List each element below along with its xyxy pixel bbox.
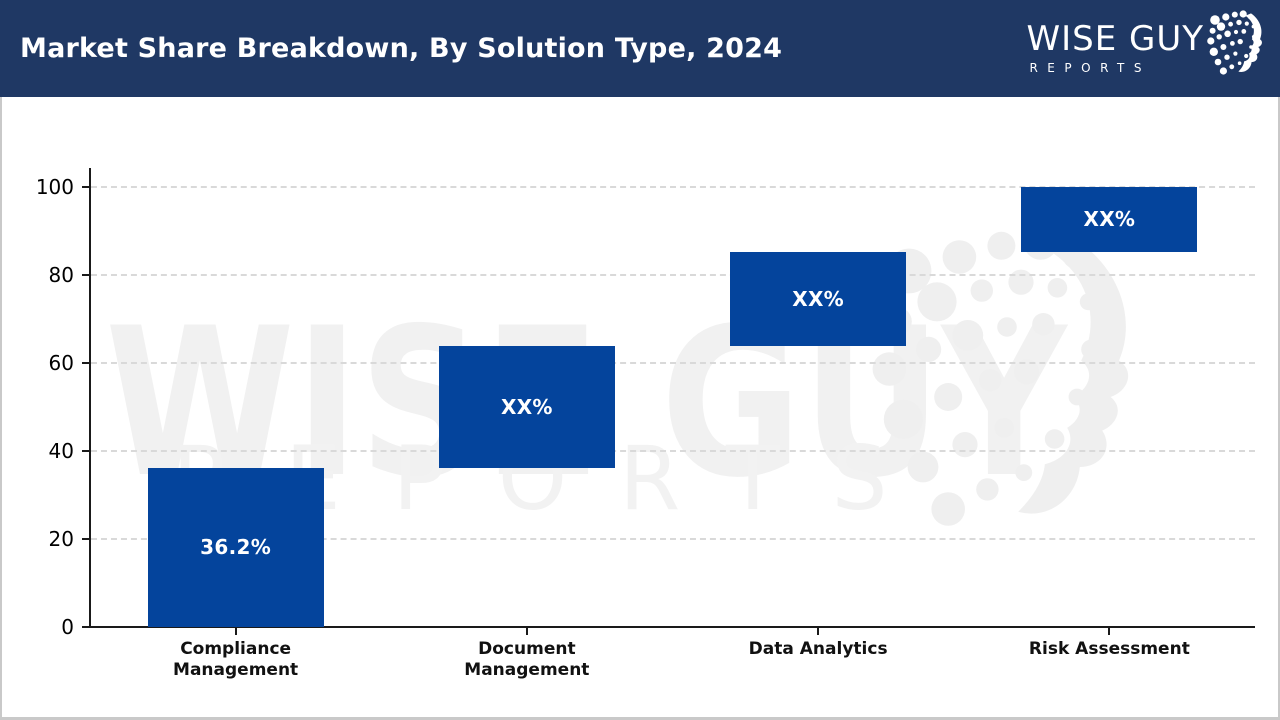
- category-label-line: Compliance: [180, 639, 292, 659]
- y-tick-label-60: 60: [48, 350, 74, 375]
- y-tick-40: [82, 449, 89, 452]
- y-tick-20: [82, 537, 89, 540]
- chart-canvas: WISE GUY REPORTS 0 20 40 60 80 100 36.2% XX% XX%…: [0, 97, 1280, 720]
- x-tick-risk-assessment: [1108, 628, 1111, 635]
- x-axis-line: [89, 626, 1255, 628]
- wiseguy-logo-text: WISE GUY REPORTS: [1026, 20, 1204, 75]
- gridline-40: [91, 449, 1255, 452]
- bar-document-management: XX%: [438, 345, 615, 468]
- y-tick-label-20: 20: [48, 526, 74, 551]
- y-tick-label-100: 100: [35, 174, 74, 199]
- category-label-line: Management: [173, 660, 299, 680]
- y-tick-label-80: 80: [48, 262, 74, 287]
- gridline-80: [91, 273, 1255, 276]
- category-label-risk-assessment: Risk Assessment: [989, 639, 1229, 660]
- header-bar: Market Share Breakdown, By Solution Type…: [0, 0, 1280, 97]
- gridline-60: [91, 361, 1255, 364]
- y-tick-0: [82, 626, 89, 628]
- page-title: Market Share Breakdown, By Solution Type…: [20, 33, 783, 64]
- bar-value-label-document-management: XX%: [500, 394, 553, 419]
- category-label-line: Management: [464, 660, 590, 680]
- x-tick-document-management: [525, 628, 528, 635]
- gridline-100: [91, 185, 1255, 188]
- bar-value-label-compliance-management: 36.2%: [200, 535, 272, 560]
- bar-value-label-data-analytics: XX%: [792, 287, 845, 312]
- gridline-20: [91, 537, 1255, 540]
- x-tick-compliance-management: [234, 628, 237, 635]
- bar-risk-assessment: XX%: [1021, 186, 1198, 253]
- y-tick-60: [82, 361, 89, 364]
- bar-compliance-management: 36.2%: [147, 467, 324, 627]
- bar-data-analytics: XX%: [730, 252, 907, 346]
- logo-subtitle: REPORTS: [1029, 60, 1151, 75]
- category-label-compliance-management: Compliance Management: [116, 639, 356, 681]
- category-label-line: Document: [478, 639, 576, 659]
- y-tick-label-40: 40: [48, 438, 74, 463]
- y-tick-80: [82, 273, 89, 276]
- logo-wordmark: WISE GUY: [1026, 18, 1204, 59]
- category-label-line: Data Analytics: [748, 639, 888, 659]
- bar-value-label-risk-assessment: XX%: [1083, 207, 1136, 232]
- y-axis-line: [89, 168, 91, 628]
- category-label-data-analytics: Data Analytics: [698, 639, 938, 660]
- y-tick-100: [82, 185, 89, 188]
- category-label-document-management: Document Management: [407, 639, 647, 681]
- x-tick-data-analytics: [817, 628, 820, 635]
- category-label-line: Risk Assessment: [1028, 639, 1190, 659]
- y-tick-label-0: 0: [61, 615, 74, 639]
- wiseguy-logo: WISE GUY REPORTS: [1026, 8, 1266, 86]
